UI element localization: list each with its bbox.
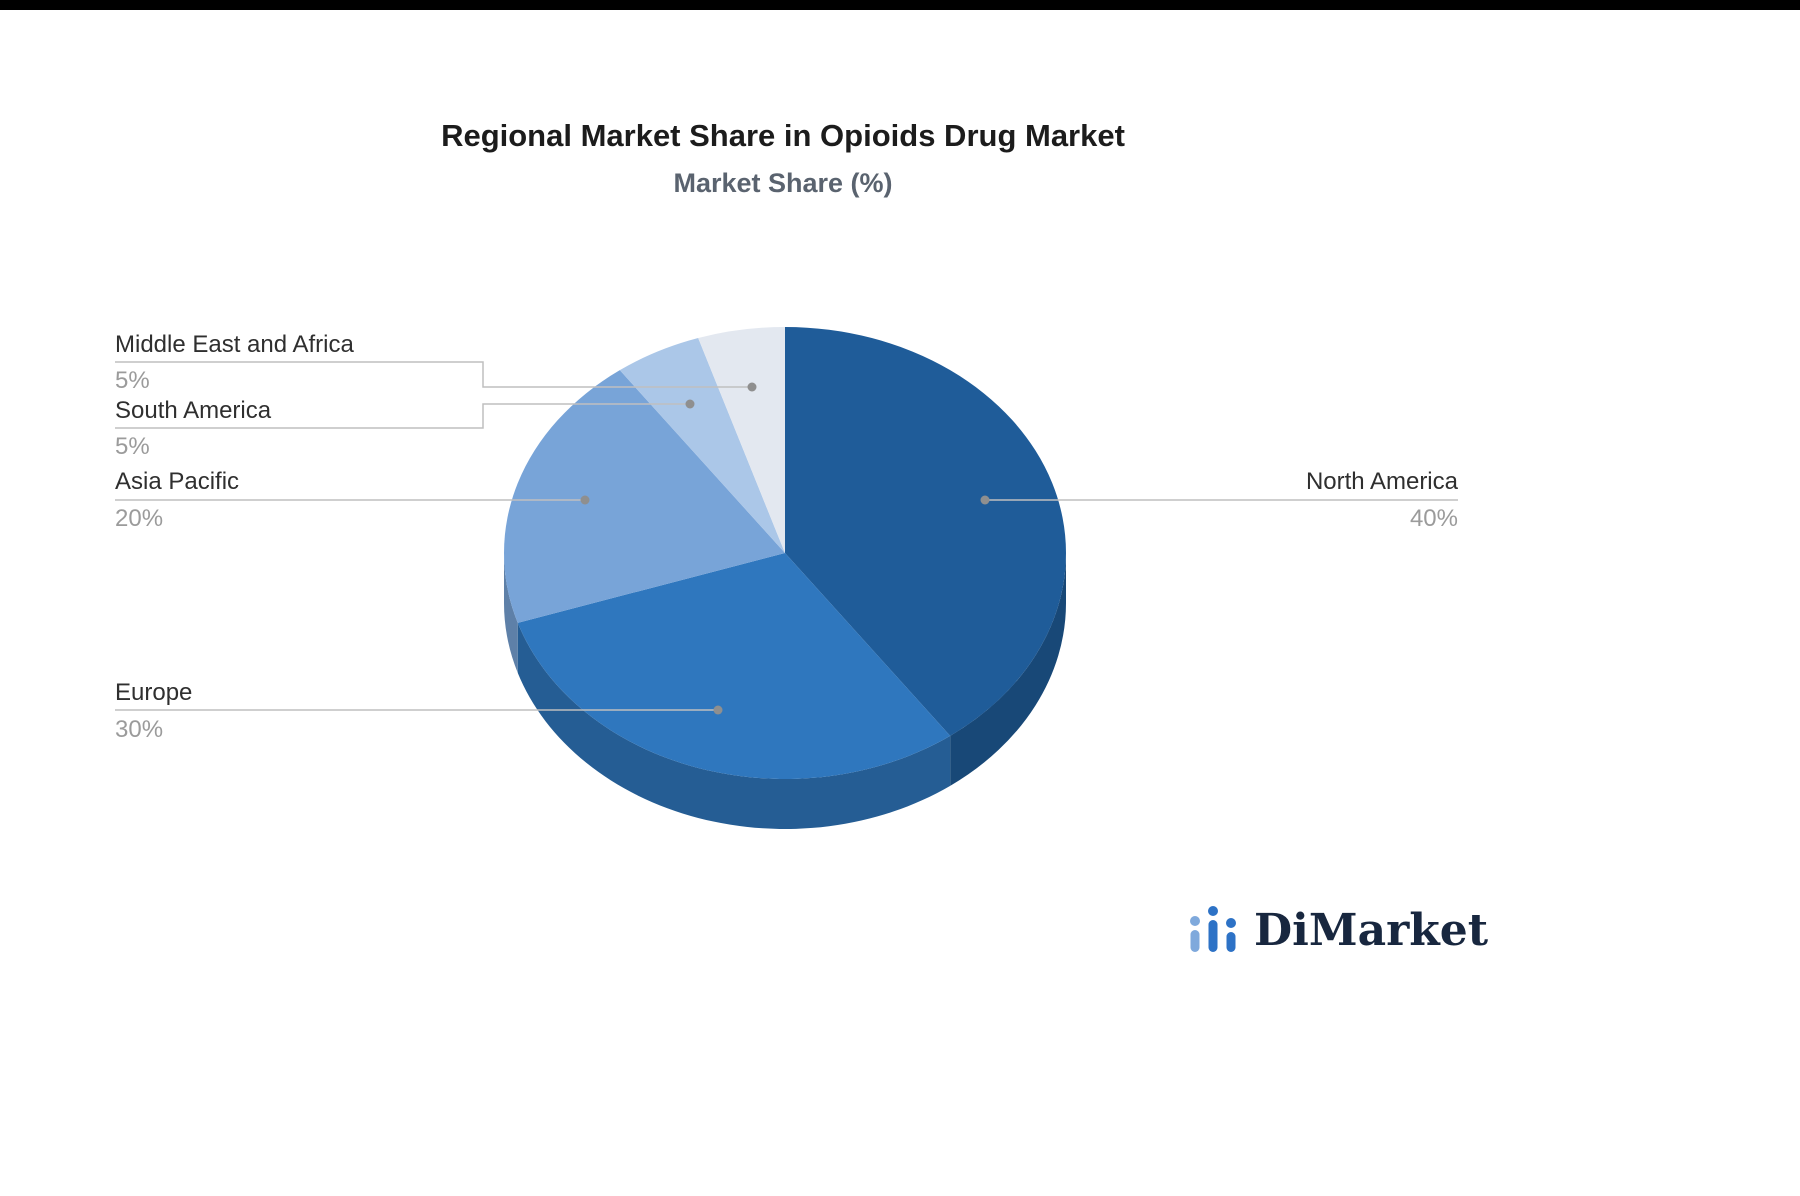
callout-value-europe: 30% <box>115 716 164 743</box>
leader-dot-south-america <box>685 399 695 409</box>
pie-slice-side-europe <box>517 622 951 830</box>
dimarket-logo: DiMarket <box>1188 903 1488 959</box>
chart-subtitle: Market Share (%) <box>673 168 893 198</box>
callout-label-north-america: North America <box>1305 468 1458 495</box>
callout-value-asia-pacific: 20% <box>115 505 164 532</box>
pie-slice-south-america[interactable] <box>619 338 785 553</box>
pie-slice-north-america[interactable] <box>785 327 1066 736</box>
leader-lines <box>115 361 1458 711</box>
logo-text: DiMarket <box>1254 905 1489 956</box>
callout-label-europe: Europe <box>115 679 193 706</box>
chart-title: Regional Market Share in Opioids Drug Ma… <box>441 118 1125 153</box>
pie-slice-asia-pacific[interactable] <box>504 370 785 623</box>
pie-slice-side-north-america <box>950 553 1066 786</box>
leader-line-middle-east-and-africa <box>115 361 752 388</box>
leader-dots <box>580 382 990 715</box>
bar-chart-icon <box>1190 906 1236 952</box>
top-border <box>0 0 1800 10</box>
callout-label-south-america: South America <box>115 397 272 424</box>
leader-line-south-america <box>115 403 690 429</box>
pie-slice-middle-east-and-africa[interactable] <box>698 327 785 553</box>
leader-dot-asia-pacific <box>580 495 590 505</box>
leader-dot-europe <box>713 705 723 715</box>
leader-dot-north-america <box>980 495 990 505</box>
pie-slice-side-asia-pacific <box>504 553 518 673</box>
callout-label-asia-pacific: Asia Pacific <box>115 468 240 495</box>
leader-dot-middle-east-and-africa <box>747 382 757 392</box>
callout-label-middle-east-and-africa: Middle East and Africa <box>115 331 354 358</box>
callout-value-north-america: 40% <box>1409 505 1458 532</box>
callout-value-south-america: 5% <box>115 433 150 460</box>
pie-slice-europe[interactable] <box>517 553 951 779</box>
callout-value-middle-east-and-africa: 5% <box>115 367 150 394</box>
pie-slices <box>504 327 1066 830</box>
